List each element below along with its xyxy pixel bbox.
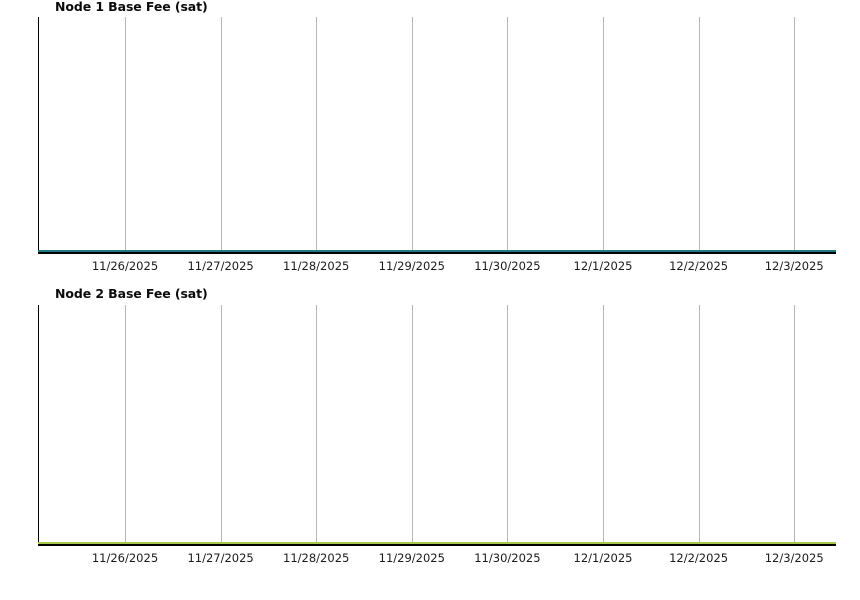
chart-1-x-tick-label: 12/2/2025 bbox=[669, 259, 729, 273]
chart-2-gridline bbox=[603, 305, 604, 546]
chart-2-gridline bbox=[411, 305, 413, 546]
chart-2-title: Node 2 Base Fee (sat) bbox=[55, 286, 208, 301]
chart-2-x-tick-label: 12/2/2025 bbox=[669, 551, 729, 565]
chart-panel-node-2: Node 2 Base Fee (sat) 11/26/2025 11/27/20… bbox=[0, 287, 860, 587]
chart-1-gridline bbox=[794, 17, 796, 254]
chart-2-x-tick-label: 12/1/2025 bbox=[573, 551, 633, 565]
chart-1-x-tick-label: 11/28/2025 bbox=[283, 259, 350, 273]
chart-1-x-tick-label: 11/26/2025 bbox=[91, 259, 159, 273]
chart-2-x-tick-label: 11/28/2025 bbox=[283, 551, 350, 565]
chart-2-gridline bbox=[794, 305, 796, 546]
chart-2-y-axis bbox=[38, 305, 40, 546]
chart-2-series-line bbox=[38, 542, 836, 545]
chart-2-gridline bbox=[125, 305, 126, 546]
chart-2-gridline bbox=[507, 305, 509, 546]
chart-panel-node-1: Node 1 Base Fee (sat) 11/26/2025 11/27/20… bbox=[0, 0, 860, 290]
chart-1-x-tick-label: 11/30/2025 bbox=[474, 259, 541, 273]
chart-1-plot-area bbox=[38, 17, 836, 254]
chart-1-x-tick-label: 12/1/2025 bbox=[573, 259, 633, 273]
chart-1-x-tick-label: 11/29/2025 bbox=[378, 259, 445, 273]
chart-2-x-tick-labels: 11/26/2025 11/27/2025 11/28/2025 11/29/2025… bbox=[38, 550, 836, 570]
chart-1-gridlines bbox=[38, 17, 836, 254]
chart-1-gridline bbox=[220, 17, 222, 254]
chart-1-x-tick-labels: 11/26/2025 11/27/2025 11/28/2025 11/29/2025… bbox=[38, 258, 836, 278]
chart-2-gridlines bbox=[38, 305, 836, 546]
chart-2-gridline bbox=[698, 305, 700, 546]
chart-2-x-axis bbox=[38, 544, 836, 546]
chart-2-x-tick-label: 12/3/2025 bbox=[764, 551, 824, 565]
chart-1-x-axis bbox=[38, 252, 836, 254]
chart-2-plot-area bbox=[38, 305, 836, 546]
chart-1-x-tick-label: 11/27/2025 bbox=[187, 259, 254, 273]
chart-1-gridline bbox=[125, 17, 126, 254]
chart-1-gridline bbox=[507, 17, 509, 254]
chart-1-title: Node 1 Base Fee (sat) bbox=[55, 0, 208, 14]
chart-2-x-tick-label: 11/29/2025 bbox=[378, 551, 445, 565]
chart-2-x-tick-label: 11/30/2025 bbox=[474, 551, 541, 565]
chart-1-gridline bbox=[411, 17, 413, 254]
chart-1-y-axis bbox=[38, 17, 40, 254]
chart-1-gridline bbox=[698, 17, 700, 254]
chart-1-series-line bbox=[38, 250, 836, 253]
chart-1-gridline bbox=[316, 17, 318, 254]
chart-1-x-tick-label: 12/3/2025 bbox=[764, 259, 824, 273]
chart-2-gridline bbox=[316, 305, 318, 546]
chart-1-gridline bbox=[603, 17, 604, 254]
chart-2-x-tick-label: 11/26/2025 bbox=[91, 551, 159, 565]
chart-2-x-tick-label: 11/27/2025 bbox=[187, 551, 254, 565]
chart-2-gridline bbox=[220, 305, 222, 546]
